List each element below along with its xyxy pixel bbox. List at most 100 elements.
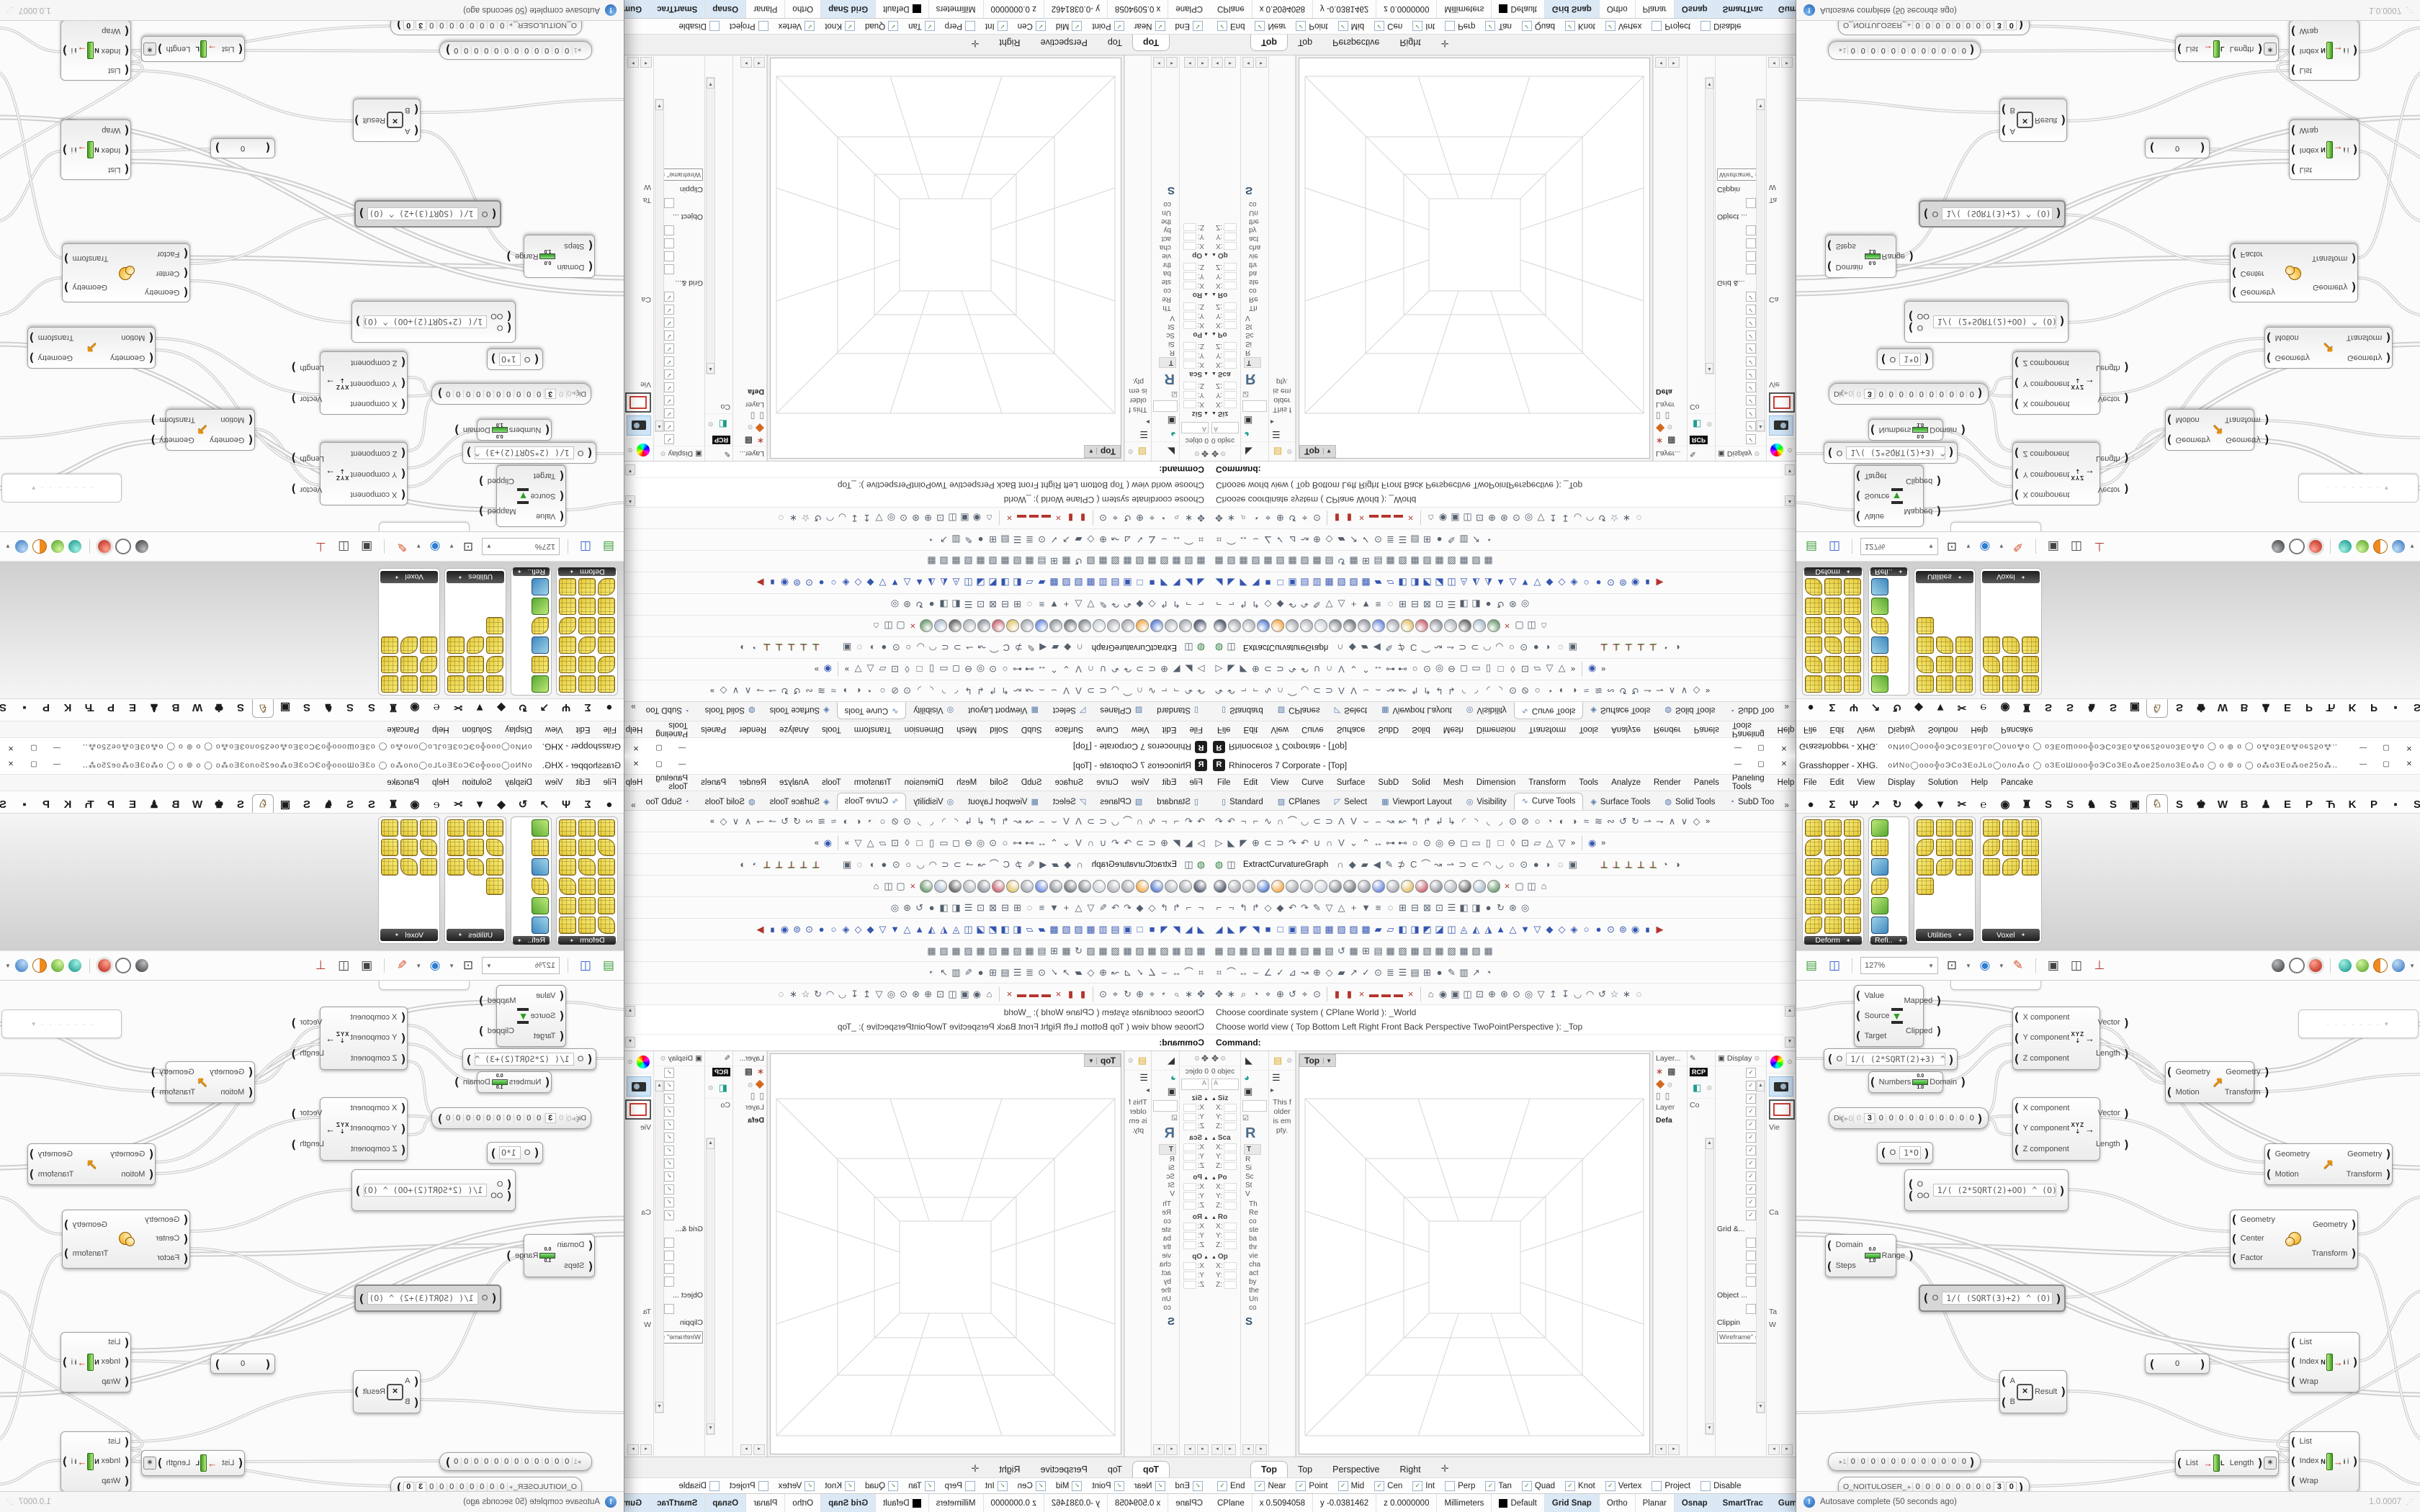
toolbar-icon[interactable]: ▬ — [1017, 513, 1026, 523]
toolbar-icon[interactable]: ◬ — [952, 924, 960, 935]
gh-category-tab[interactable]: ℮ — [1980, 798, 1987, 811]
viewport-tab-top[interactable]: Top — [1132, 1461, 1170, 1477]
toolbar-icon[interactable]: ▧ — [1086, 556, 1095, 567]
resize-grip[interactable]: ⋰ — [2406, 6, 2414, 14]
toolbar-overflow[interactable]: » — [709, 816, 714, 826]
component-icon[interactable] — [1824, 598, 1842, 615]
toolbar-icon[interactable]: ⌂ — [1428, 513, 1434, 523]
command-prompt[interactable]: Command: — [636, 1034, 1210, 1050]
toolbar-icon[interactable]: ↧ — [851, 513, 859, 523]
output-port[interactable]: Length) — [156, 42, 191, 56]
toolbar-button-extractcurvaturegraph[interactable]: ExtractCurvatureGraph — [1091, 860, 1177, 869]
toolbar-overflow[interactable]: » — [1601, 665, 1606, 674]
toolbar-icon[interactable]: ○ — [1534, 685, 1541, 696]
toolbar-icon[interactable]: ⊂ — [941, 859, 949, 870]
osnap-disable[interactable]: Disable — [1700, 1480, 1741, 1491]
osnap-perp[interactable]: Perp — [945, 1480, 975, 1491]
chevron-down-icon[interactable]: ▼ — [1966, 543, 1971, 550]
material-sphere-icon[interactable] — [1136, 879, 1149, 893]
panel-tab-clipped[interactable]: T — [1244, 357, 1261, 368]
toolbar-icon[interactable]: △ — [866, 837, 874, 848]
toolbar-icon[interactable]: ⇀ — [768, 685, 776, 696]
boxedit-section-op[interactable]: Op — [1210, 1250, 1240, 1261]
component-icon[interactable] — [598, 578, 615, 595]
toolbar-icon[interactable]: ◝ — [941, 816, 946, 827]
output-port[interactable]: Mapped) — [1904, 505, 1942, 518]
component-icon[interactable] — [1917, 675, 1935, 693]
gh-category-tab[interactable]: ✂ — [1957, 798, 1967, 811]
toolbar-icon[interactable]: ◫ — [1447, 577, 1456, 588]
toolbar-icon[interactable]: ⊛ — [1509, 902, 1517, 913]
toolbar-icon[interactable]: ◫ — [1463, 989, 1472, 999]
axis-field[interactable] — [1224, 282, 1237, 289]
gh-canvas[interactable]: · · · · · · · ▾(Value(Source(Target ▼ Mapp… — [0, 981, 624, 1491]
output-port[interactable]: i) — [2347, 1454, 2359, 1468]
toolbar-icon[interactable]: ⊞ — [1050, 945, 1058, 956]
menu-pancake[interactable]: Pancake — [2001, 725, 2033, 734]
material-sphere-icon[interactable] — [963, 879, 976, 893]
gh-node-list-item[interactable]: (List(Index(Wrap N → i i) — [2289, 120, 2360, 180]
osnap-mid[interactable]: ✓ Mid — [1056, 21, 1083, 32]
menu-file[interactable]: File — [1189, 725, 1203, 734]
axis-field[interactable] — [1223, 233, 1237, 240]
toolbar-icon[interactable]: ∾ — [805, 685, 813, 696]
component-icon[interactable] — [466, 636, 484, 654]
boxedit-section-ro[interactable]: Ro — [1210, 1210, 1240, 1222]
toolbar-icon[interactable]: ✓ — [1136, 967, 1144, 978]
toolbar-icon[interactable]: ◤ — [1173, 837, 1180, 848]
viewport-title[interactable]: Top ▼ — [1083, 445, 1121, 458]
material-sphere-icon[interactable] — [1093, 879, 1106, 893]
display-checkbox[interactable]: ✓ — [1746, 1120, 1756, 1130]
gh-category-tab[interactable]: S — [0, 798, 7, 811]
axis-field[interactable] — [1183, 1202, 1197, 1210]
menu-curve[interactable]: Curve — [1096, 725, 1119, 734]
slider-digit[interactable]: 0 — [461, 1457, 472, 1466]
toolbar-icon[interactable]: ⊞ — [1423, 967, 1431, 978]
component-icon[interactable] — [1871, 878, 1888, 895]
video-icon[interactable]: ▣ — [1244, 1086, 1253, 1097]
slider-digit[interactable]: 0 — [443, 1114, 454, 1122]
gh-node-scale[interactable]: (Geometry(Center(Factor Geometry) Transfor… — [2230, 1210, 2358, 1269]
component-icon[interactable] — [380, 858, 398, 876]
toolbar-icon[interactable]: ◨ — [1471, 902, 1481, 913]
menu-solid[interactable]: Solid — [990, 778, 1008, 787]
component-icon[interactable] — [1936, 636, 1954, 654]
input-port[interactable]: (Steps — [1826, 1259, 1856, 1273]
boxedit-section-op[interactable]: Op — [1210, 251, 1240, 262]
toolbar-icon[interactable]: ▽ — [1558, 664, 1566, 675]
gh-node-expression[interactable]: (O(OO 1/( (2*SQRT(2)+OO) ^ (O) )) — [1904, 1169, 2069, 1211]
command-area[interactable]: Choose coordinate system ( CPlane World … — [624, 1005, 1210, 1051]
toolbar-icon[interactable]: ↶ — [1185, 816, 1193, 827]
toolbar-tab-subd-too[interactable]: ◔ SubD Too — [645, 798, 691, 806]
component-icon[interactable] — [1844, 598, 1861, 615]
toolbar-icon[interactable]: ◨ — [1000, 577, 1010, 588]
toolbar-icon[interactable]: ↷ — [1289, 664, 1296, 675]
component-icon[interactable] — [447, 656, 465, 673]
material-sphere-icon[interactable] — [934, 879, 947, 893]
color-wheel-icon[interactable] — [1770, 1056, 1783, 1068]
toolbar-icon[interactable]: ▦ — [927, 556, 936, 567]
toolbar-icon[interactable]: ▧ — [1135, 945, 1144, 956]
toolbar-icon[interactable]: Λ — [1338, 685, 1345, 696]
component-icon[interactable] — [1824, 858, 1842, 876]
rcp-badge[interactable]: RCP — [1690, 1068, 1708, 1076]
toolbar-icon[interactable]: ◇ — [1558, 577, 1566, 588]
display-mode-icon[interactable] — [50, 959, 64, 972]
toolbar-icon[interactable]: ■ — [1149, 577, 1155, 588]
toolbar-icon[interactable]: ≡ — [1039, 599, 1045, 610]
toolbar-icon[interactable]: ▤ — [1300, 924, 1309, 935]
output-port[interactable]: Vector) — [2097, 1106, 2130, 1120]
toolbar-icon[interactable]: ⇀ — [1644, 816, 1652, 827]
gh-node-list-item[interactable]: (List(Index(Wrap N → i i) — [2289, 1431, 2360, 1491]
component-icon[interactable] — [1824, 675, 1842, 693]
gh-titlebar[interactable]: Grasshopper - XHG. oИNo◯ooo╬oЭCoЗEoJLo◯o… — [1796, 756, 2420, 775]
toolbar-icon[interactable]: ⊕ — [1276, 513, 1284, 523]
toolbar-icon[interactable]: ◊ — [1510, 837, 1515, 848]
toolbar-icon[interactable]: ¬ — [1228, 599, 1234, 610]
toolbar-icon[interactable]: ✎ — [1099, 599, 1107, 610]
gh-category-tab[interactable]: ♚ — [2196, 701, 2206, 714]
toolbar-icon[interactable]: ▯ — [928, 837, 935, 848]
checker-icon[interactable]: ▩ — [744, 436, 753, 446]
toolbar-icon[interactable]: ≡ — [1375, 599, 1381, 610]
